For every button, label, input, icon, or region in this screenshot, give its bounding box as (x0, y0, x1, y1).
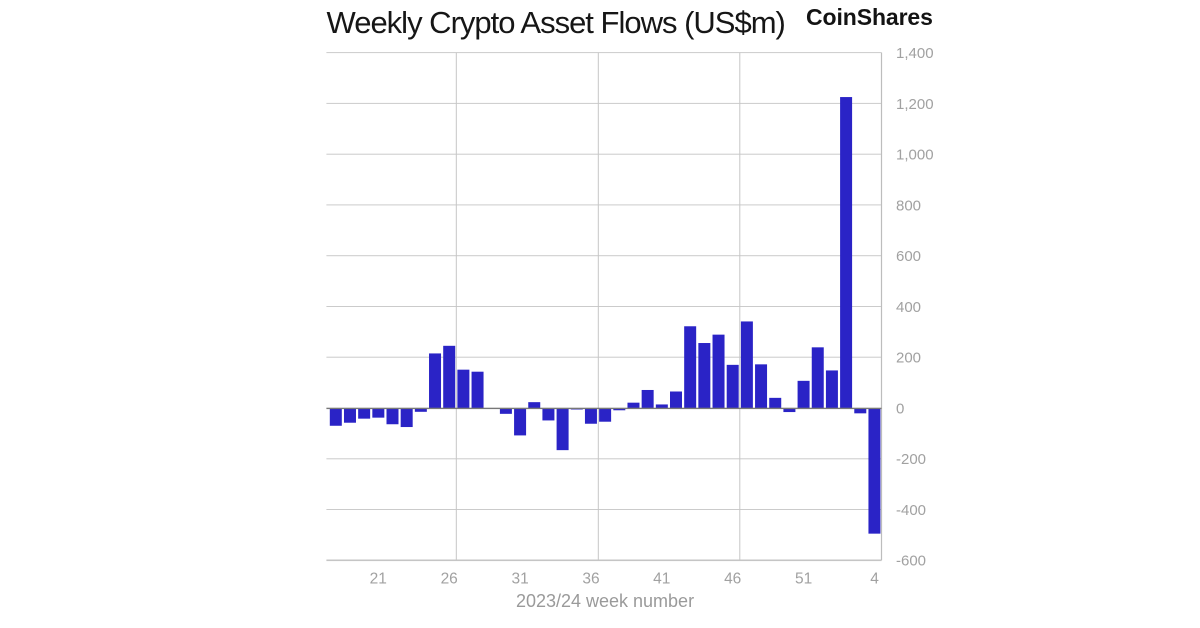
svg-text:1,200: 1,200 (896, 96, 934, 113)
svg-text:21: 21 (370, 571, 387, 588)
svg-text:-600: -600 (896, 553, 926, 570)
svg-text:36: 36 (582, 571, 599, 588)
svg-text:1,400: 1,400 (896, 45, 934, 62)
svg-text:200: 200 (896, 350, 921, 367)
svg-text:46: 46 (724, 571, 741, 588)
svg-text:0: 0 (896, 400, 904, 417)
svg-text:600: 600 (896, 248, 921, 265)
svg-text:400: 400 (896, 299, 921, 316)
svg-text:1,000: 1,000 (896, 147, 934, 164)
svg-text:26: 26 (441, 571, 458, 588)
svg-text:31: 31 (511, 571, 528, 588)
svg-text:4: 4 (870, 571, 879, 588)
svg-text:2023/24 week number: 2023/24 week number (516, 591, 694, 611)
svg-text:41: 41 (653, 571, 670, 588)
svg-text:-200: -200 (896, 451, 926, 468)
svg-text:51: 51 (795, 571, 812, 588)
svg-text:800: 800 (896, 197, 921, 214)
svg-text:-400: -400 (896, 502, 926, 519)
